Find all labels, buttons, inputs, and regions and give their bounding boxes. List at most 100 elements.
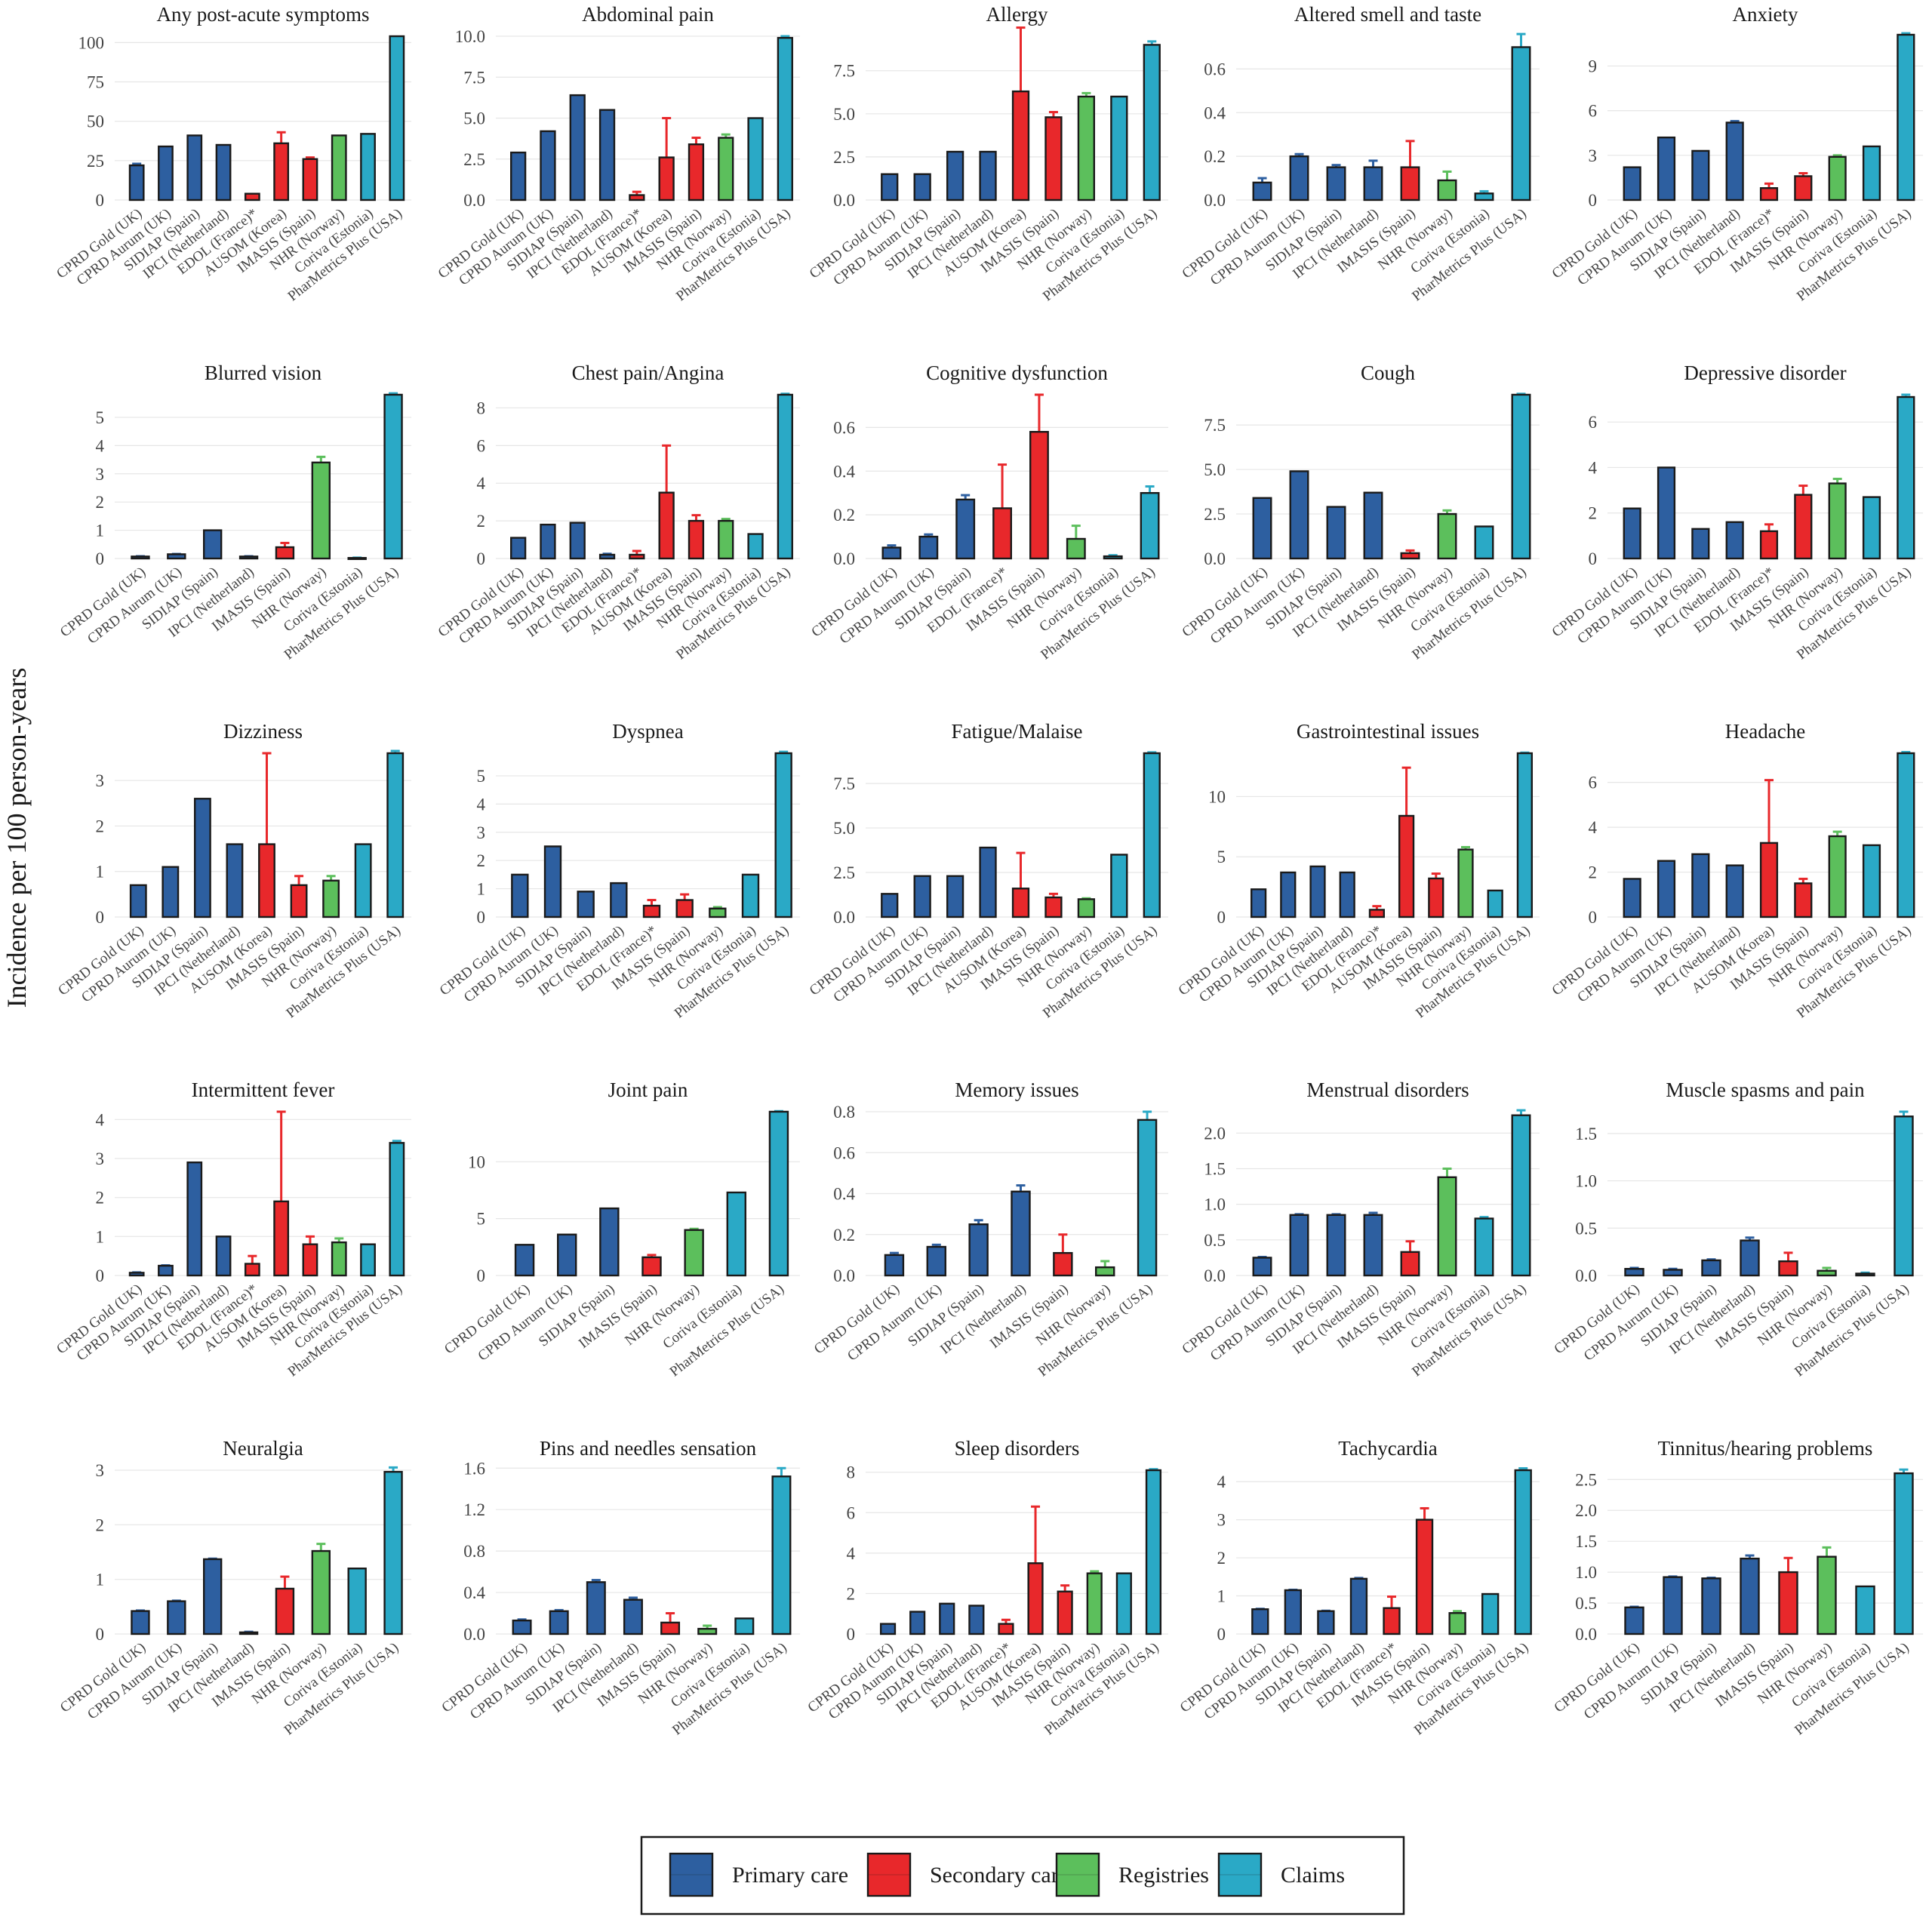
panel-title: Headache (1725, 720, 1805, 743)
bar-coriva-estonia (1474, 525, 1494, 560)
bar-coriva-estonia (1474, 192, 1494, 202)
bar-sidiap-spain (193, 798, 211, 918)
bar-nhr-norway (697, 1627, 718, 1635)
bar-pharmetrics-plus-usa (383, 393, 403, 560)
bar-nhr-norway (684, 1229, 704, 1277)
bar-ipci-netherland (598, 109, 616, 202)
bar-imasis-spain (290, 884, 308, 918)
bar-ausom-korea (1011, 90, 1030, 202)
bar-cprd-aurum-uk (1289, 155, 1309, 202)
legend-swatch (866, 1852, 912, 1897)
y-tick-label: 0.0 (833, 549, 855, 568)
bar-ausom-korea (1011, 888, 1030, 918)
bar-cprd-gold-uk (1251, 1608, 1269, 1635)
y-tick-label: 0 (847, 1625, 856, 1644)
bar-coriva-estonia (1487, 889, 1503, 918)
bar-coriva-estonia (741, 873, 760, 918)
bar-pharmetrics-plus-usa (1140, 492, 1160, 560)
legend-label: Primary care (732, 1863, 848, 1888)
bar-imasis-spain (1029, 430, 1049, 560)
bar-pharmetrics-plus-usa (389, 35, 405, 202)
y-tick-label: 8 (477, 398, 486, 417)
y-tick-label: 0.5 (1204, 1231, 1226, 1250)
y-tick-label: 2.0 (1204, 1124, 1226, 1143)
bar-imasis-spain (302, 158, 318, 202)
panel-title: Any post-acute symptoms (157, 3, 370, 26)
y-tick-label: 1.5 (1204, 1159, 1226, 1178)
y-tick-label: 5.0 (833, 105, 855, 124)
y-tick-label: 2.5 (833, 148, 855, 167)
y-tick-label: 1.0 (1204, 1195, 1226, 1214)
y-tick-label: 100 (78, 33, 105, 52)
bar-sidiap-spain (1701, 1577, 1721, 1635)
y-tick-label: 0.2 (833, 1226, 855, 1245)
bar-coriva-estonia (347, 1567, 367, 1635)
y-tick-label: 0 (96, 191, 105, 210)
panel-title: Gastrointestinal issues (1297, 720, 1479, 743)
bar-cprd-aurum-uk (1284, 1589, 1302, 1635)
bar-ausom-korea (658, 156, 675, 202)
y-tick-label: 2 (847, 1584, 856, 1603)
bar-ausom-korea (1398, 814, 1415, 918)
y-tick-label: 7.5 (833, 774, 855, 793)
bar-cprd-aurum-uk (913, 875, 931, 918)
bar-pharmetrics-plus-usa (1894, 1472, 1914, 1635)
y-tick-label: 0.5 (1575, 1219, 1597, 1238)
bar-pharmetrics-plus-usa (1511, 46, 1531, 202)
bar-ipci-netherland (238, 555, 259, 560)
panel-title: Altered smell and taste (1294, 3, 1481, 26)
bar-sidiap-spain (968, 1223, 989, 1277)
bar-nhr-norway (311, 461, 331, 560)
y-tick-label: 3 (96, 1149, 105, 1168)
bar-nhr-norway (1437, 512, 1457, 560)
bar-cprd-gold-uk (881, 173, 899, 202)
y-tick-label: 0 (1217, 908, 1226, 927)
bar-pharmetrics-plus-usa (1137, 1119, 1158, 1277)
panel-title: Intermittent fever (192, 1079, 335, 1101)
y-tick-label: 0 (1589, 191, 1598, 210)
y-tick-label: 0.4 (1204, 103, 1226, 122)
panel-title: Menstrual disorders (1306, 1079, 1469, 1101)
bar-coriva-estonia (1474, 1217, 1494, 1277)
bar-cprd-gold-uk (1624, 1606, 1644, 1635)
bar-pharmetrics-plus-usa (774, 752, 792, 918)
y-tick-label: 9 (1589, 57, 1598, 75)
bar-cprd-aurum-uk (1663, 1269, 1683, 1277)
bar-nhr-norway (718, 519, 734, 560)
bar-cprd-gold-uk (881, 893, 899, 918)
bar-nhr-norway (322, 879, 340, 918)
bar-edol-france (1368, 909, 1386, 918)
y-tick-label: 6 (1589, 774, 1598, 792)
bar-imasis-spain (1053, 1251, 1073, 1277)
bar-sidiap-spain (939, 1602, 955, 1635)
bar-imasis-spain (1400, 166, 1420, 202)
y-tick-label: 0.4 (463, 1583, 485, 1602)
y-tick-label: 2 (477, 851, 486, 870)
bar-ipci-netherland (226, 843, 244, 918)
panel-tinnitus-hearing-problems: Tinnitus/hearing problems 0.0 0.5 1.0 1.5 2.0… (1552, 1437, 1923, 1738)
bar-cprd-gold-uk (1623, 878, 1641, 918)
y-tick-label: 2.0 (1575, 1501, 1597, 1520)
bar-nhr-norway (1095, 1266, 1115, 1277)
legend-item-primary-care: Primary care (669, 1852, 848, 1897)
bar-sidiap-spain (1326, 506, 1346, 560)
y-tick-label: 0 (1217, 1625, 1226, 1644)
bar-edol-france (244, 1263, 260, 1277)
y-tick-label: 4 (1589, 818, 1598, 837)
bar-coriva-estonia (360, 1243, 376, 1277)
bar-sidiap-spain (186, 1161, 203, 1277)
bar-imasis-spain (1778, 1260, 1798, 1277)
y-tick-label: 0.0 (463, 1625, 485, 1644)
bar-cprd-aurum-uk (167, 553, 186, 560)
bar-nhr-norway (1817, 1555, 1837, 1635)
panel-title: Dizziness (223, 720, 303, 743)
y-tick-label: 1 (96, 1571, 105, 1589)
bar-nhr-norway (1457, 848, 1474, 918)
